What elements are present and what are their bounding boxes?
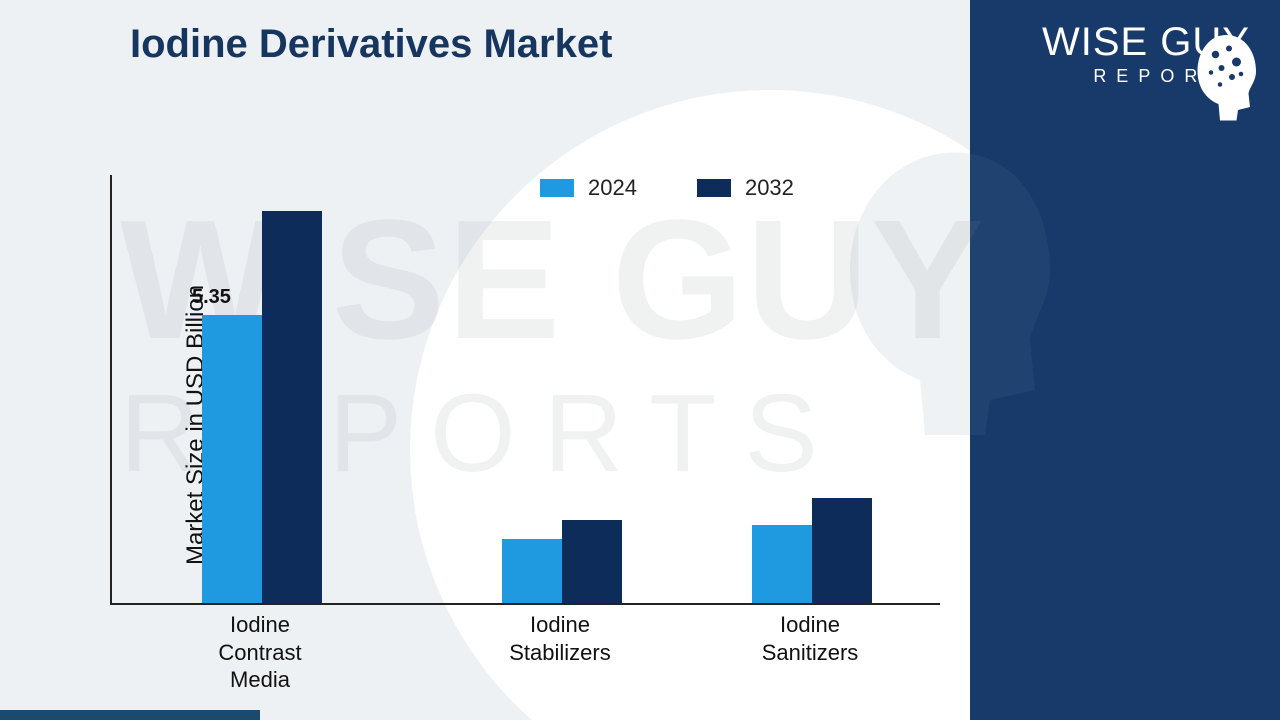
category-label: IodineSanitizers: [730, 611, 890, 666]
bar-2032: [812, 498, 872, 603]
plot-area: 5.35: [110, 175, 940, 605]
bar-2024: [202, 315, 262, 603]
logo-head-icon: [1180, 32, 1260, 122]
footer-stripe: [0, 710, 260, 720]
bar-value-label: 5.35: [192, 286, 231, 309]
bar-group: [752, 498, 922, 603]
bar-group: [502, 520, 672, 603]
bar-2032: [562, 520, 622, 603]
bar-2032: [262, 211, 322, 603]
category-label: IodineStabilizers: [480, 611, 640, 666]
chart-title: Iodine Derivatives Market: [130, 22, 612, 67]
bar-2024: [752, 525, 812, 603]
bar-chart: Market Size in USD Billion 5.35 IodineCo…: [110, 175, 940, 675]
brand-logo: WISE GUY REPORTS: [990, 22, 1250, 87]
bar-group: [202, 211, 372, 603]
category-label: IodineContrastMedia: [180, 611, 340, 694]
report-graphic: WISE GUY REPORTS WISE GUY REPORTS Iodine…: [0, 0, 1280, 720]
bar-2024: [502, 539, 562, 604]
